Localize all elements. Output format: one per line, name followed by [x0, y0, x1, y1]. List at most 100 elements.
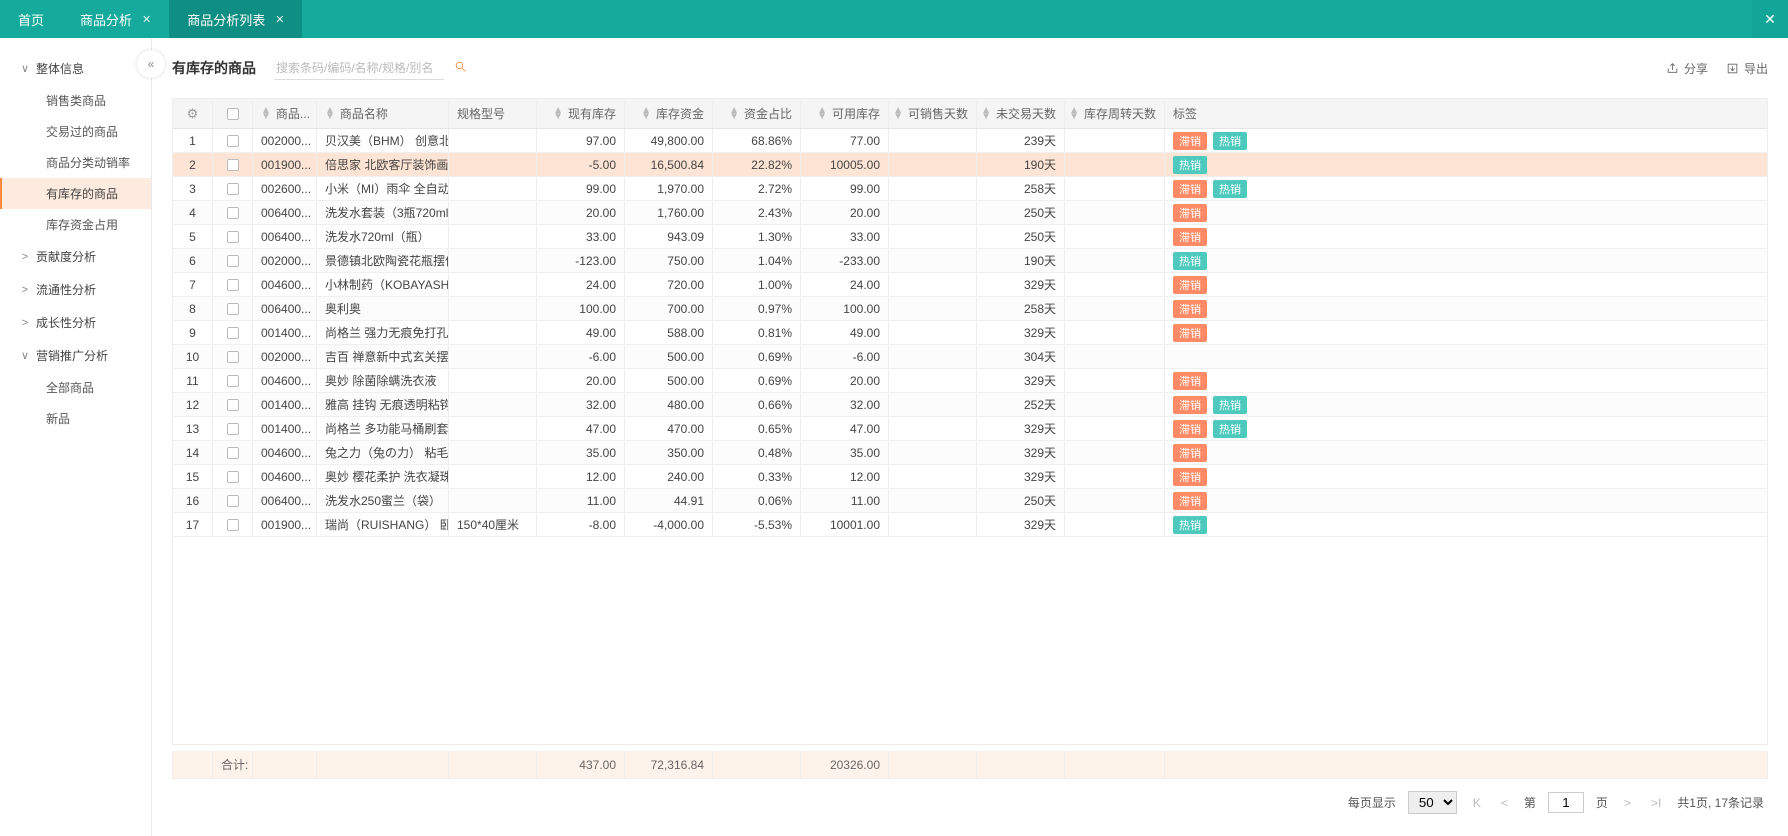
column-select-all[interactable]: [213, 99, 253, 128]
cell-sale-days: [889, 513, 977, 536]
sidebar-group[interactable]: ∨整体信息: [0, 52, 151, 85]
row-checkbox[interactable]: [213, 321, 253, 344]
cell-avail: 100.00: [801, 297, 889, 320]
row-checkbox[interactable]: [213, 417, 253, 440]
table-row[interactable]: 1002000...贝汉美（BHM） 创意北欧简97.0049,800.0068…: [173, 129, 1767, 153]
table-row[interactable]: 4006400...洗发水套装（3瓶720ml+1120.001,760.002…: [173, 201, 1767, 225]
sidebar-item[interactable]: 新品: [0, 403, 151, 434]
export-button[interactable]: 导出: [1726, 60, 1768, 77]
sidebar-group[interactable]: ∨营销推广分析: [0, 339, 151, 372]
tab-close-icon[interactable]: ✕: [142, 13, 151, 26]
search-icon[interactable]: [454, 60, 467, 76]
page-input[interactable]: [1548, 792, 1584, 813]
column-fund[interactable]: ▲▼库存资金: [625, 99, 713, 128]
sidebar-collapse-button[interactable]: «: [137, 50, 165, 78]
cell-turnover-days: [1065, 489, 1165, 512]
column-notx-days[interactable]: ▲▼未交易天数: [977, 99, 1065, 128]
table-row[interactable]: 15004600...奥妙 樱花柔护 洗衣凝珠 1012.00240.000.3…: [173, 465, 1767, 489]
per-page-select[interactable]: 50: [1408, 791, 1457, 814]
top-tab[interactable]: 商品分析✕: [62, 0, 169, 38]
tag-hot: 热销: [1213, 180, 1247, 198]
table-row[interactable]: 16006400...洗发水250蜜兰（袋）11.0044.910.06%11.…: [173, 489, 1767, 513]
cell-stock: -8.00: [537, 513, 625, 536]
table-row[interactable]: 7004600...小林制药（KOBAYASHI）日24.00720.001.0…: [173, 273, 1767, 297]
cell-turnover-days: [1065, 345, 1165, 368]
row-checkbox[interactable]: [213, 225, 253, 248]
row-checkbox[interactable]: [213, 465, 253, 488]
sidebar-item[interactable]: 全部商品: [0, 372, 151, 403]
column-sale-days[interactable]: ▲▼可销售天数: [889, 99, 977, 128]
row-checkbox[interactable]: [213, 129, 253, 152]
column-settings[interactable]: ⚙: [173, 99, 213, 128]
cell-stock: 20.00: [537, 201, 625, 224]
table-row[interactable]: 5006400...洗发水720ml（瓶）33.00943.091.30%33.…: [173, 225, 1767, 249]
cell-pct: 0.48%: [713, 441, 801, 464]
share-label: 分享: [1684, 60, 1708, 77]
cell-turnover-days: [1065, 129, 1165, 152]
checkbox-icon: [227, 423, 239, 435]
share-button[interactable]: 分享: [1666, 60, 1708, 77]
sidebar-item[interactable]: 销售类商品: [0, 85, 151, 116]
row-checkbox[interactable]: [213, 273, 253, 296]
per-page-label: 每页显示: [1348, 794, 1396, 811]
cell-pct: 1.30%: [713, 225, 801, 248]
sidebar-item[interactable]: 交易过的商品: [0, 116, 151, 147]
page-first-button[interactable]: K: [1469, 796, 1485, 810]
row-checkbox[interactable]: [213, 369, 253, 392]
table-row[interactable]: 8006400...奥利奥100.00700.000.97%100.00258天…: [173, 297, 1767, 321]
row-checkbox[interactable]: [213, 345, 253, 368]
sidebar-group[interactable]: >成长性分析: [0, 306, 151, 339]
table-row[interactable]: 13001400...尚格兰 多功能马桶刷套装 带47.00470.000.65…: [173, 417, 1767, 441]
tab-bar-close-button[interactable]: ✕: [1752, 0, 1788, 38]
checkbox-icon: [227, 375, 239, 387]
column-avail[interactable]: ▲▼可用库存: [801, 99, 889, 128]
row-checkbox[interactable]: [213, 153, 253, 176]
table-row[interactable]: 11004600...奥妙 除菌除螨洗衣液20.00500.000.69%20.…: [173, 369, 1767, 393]
cell-name: 吉百 禅意新中式玄关摆件客: [317, 345, 449, 368]
column-name[interactable]: ▲▼商品名称: [317, 99, 449, 128]
table-row[interactable]: 12001400...雅高 挂钩 无痕透明粘钩 强力32.00480.000.6…: [173, 393, 1767, 417]
sidebar-item[interactable]: 有库存的商品: [0, 178, 151, 209]
checkbox-icon: [227, 159, 239, 171]
row-checkbox[interactable]: [213, 201, 253, 224]
cell-sale-days: [889, 465, 977, 488]
tab-close-icon[interactable]: ✕: [275, 13, 284, 26]
cell-notx-days: 329天: [977, 465, 1065, 488]
column-stock[interactable]: ▲▼现有库存: [537, 99, 625, 128]
table-row[interactable]: 9001400...尚格兰 强力无痕免打孔浴室49.00588.000.81%4…: [173, 321, 1767, 345]
row-checkbox[interactable]: [213, 297, 253, 320]
chevron-icon: ∨: [20, 62, 30, 75]
sidebar-item[interactable]: 商品分类动销率: [0, 147, 151, 178]
row-checkbox[interactable]: [213, 177, 253, 200]
table-row[interactable]: 14004600...兔之力（兔の力） 粘毛器粘35.00350.000.48%…: [173, 441, 1767, 465]
table-row[interactable]: 3002600...小米（MI）雨伞 全自动折叠99.001,970.002.7…: [173, 177, 1767, 201]
row-checkbox[interactable]: [213, 489, 253, 512]
column-pct[interactable]: ▲▼资金占比: [713, 99, 801, 128]
page-last-button[interactable]: >I: [1647, 796, 1665, 810]
checkbox-icon: [227, 471, 239, 483]
top-tab[interactable]: 商品分析列表✕: [169, 0, 302, 38]
table-row[interactable]: 10002000...吉百 禅意新中式玄关摆件客-6.00500.000.69%…: [173, 345, 1767, 369]
row-checkbox[interactable]: [213, 249, 253, 272]
table-row[interactable]: 6002000...景德镇北欧陶瓷花瓶摆件 优-123.00750.001.04…: [173, 249, 1767, 273]
row-checkbox[interactable]: [213, 513, 253, 536]
page-next-button[interactable]: >: [1620, 796, 1635, 810]
top-tab[interactable]: 首页: [0, 0, 62, 38]
search-input[interactable]: [274, 57, 444, 80]
column-code[interactable]: ▲▼商品...: [253, 99, 317, 128]
page-prev-button[interactable]: <: [1497, 796, 1512, 810]
sidebar-group[interactable]: >贡献度分析: [0, 240, 151, 273]
cell-turnover-days: [1065, 225, 1165, 248]
sidebar-item[interactable]: 库存资金占用: [0, 209, 151, 240]
table-row[interactable]: 2001900...倍思家 北欧客厅装饰画卧室-5.0016,500.8422.…: [173, 153, 1767, 177]
row-checkbox[interactable]: [213, 441, 253, 464]
cell-spec: [449, 129, 537, 152]
table-row[interactable]: 17001900...瑞尚（RUISHANG） 卧室床150*40厘米-8.00…: [173, 513, 1767, 537]
cell-sale-days: [889, 393, 977, 416]
column-spec[interactable]: 规格型号: [449, 99, 537, 128]
row-checkbox[interactable]: [213, 393, 253, 416]
column-turnover-days[interactable]: ▲▼库存周转天数: [1065, 99, 1165, 128]
sidebar-group[interactable]: >流通性分析: [0, 273, 151, 306]
pager: 每页显示 50 K < 第 页 > >I 共1页, 17条记录: [172, 779, 1768, 836]
cell-name: 瑞尚（RUISHANG） 卧室床: [317, 513, 449, 536]
